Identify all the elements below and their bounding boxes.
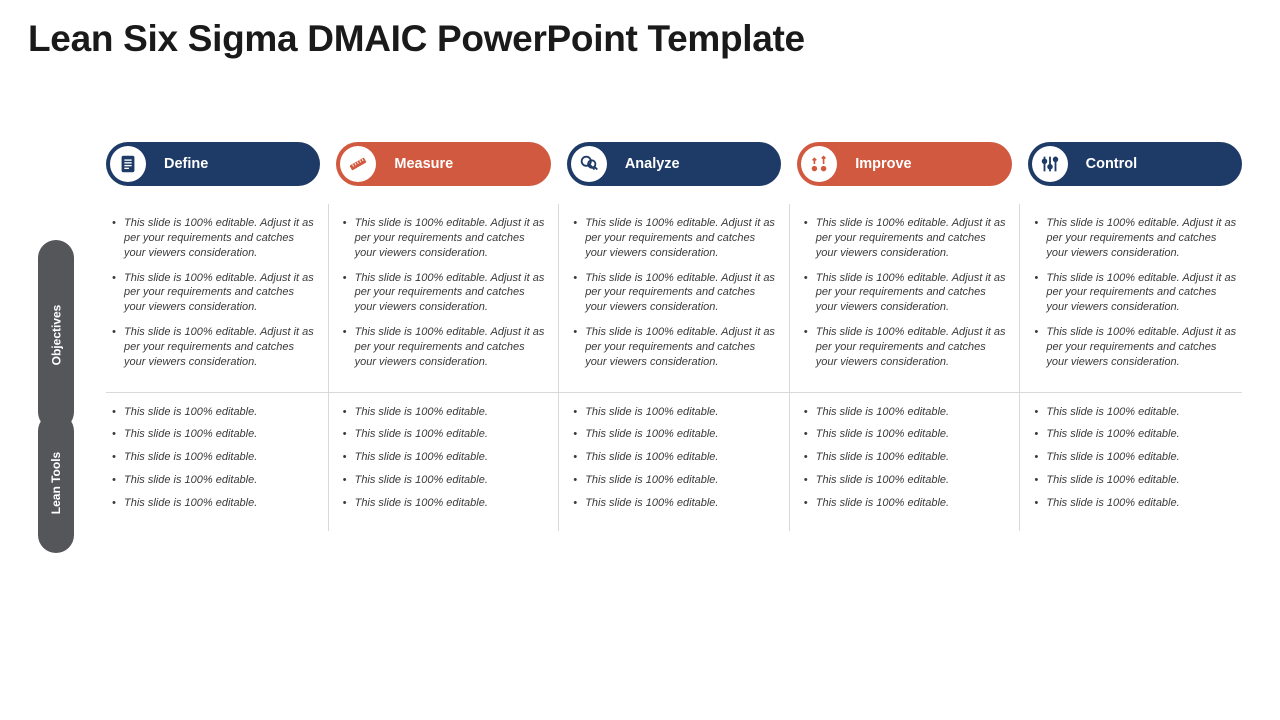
tools-cols: This slide is 100% editable. This slide i…: [98, 393, 1250, 531]
tool-bullet: This slide is 100% editable.: [573, 450, 779, 465]
objective-bullet: This slide is 100% editable. Adjust it a…: [343, 216, 549, 261]
tool-bullet: This slide is 100% editable.: [343, 450, 549, 465]
phase-label: Define: [164, 156, 208, 172]
row-objectives: Objectives This slide is 100% editable. …: [98, 204, 1250, 392]
phase-label: Improve: [855, 156, 911, 172]
phase-pill-improve: Improve: [797, 142, 1011, 186]
objectives-cell: This slide is 100% editable. Adjust it a…: [329, 204, 560, 392]
tool-bullet: This slide is 100% editable.: [1034, 450, 1240, 465]
objective-bullet: This slide is 100% editable. Adjust it a…: [1034, 325, 1240, 370]
tool-bullet: This slide is 100% editable.: [804, 450, 1010, 465]
document-icon: [110, 146, 146, 182]
tool-bullet: This slide is 100% editable.: [343, 427, 549, 442]
tool-bullet: This slide is 100% editable.: [573, 427, 779, 442]
page-title: Lean Six Sigma DMAIC PowerPoint Template: [28, 18, 1252, 60]
phase-label: Measure: [394, 156, 453, 172]
objective-bullet: This slide is 100% editable. Adjust it a…: [1034, 216, 1240, 261]
objectives-cell: This slide is 100% editable. Adjust it a…: [1020, 204, 1250, 392]
objective-bullet: This slide is 100% editable. Adjust it a…: [804, 216, 1010, 261]
phase-pill-control: Control: [1028, 142, 1242, 186]
objective-bullet: This slide is 100% editable. Adjust it a…: [573, 325, 779, 370]
row-lean-tools: Lean Tools This slide is 100% editable.T…: [98, 393, 1250, 531]
tools-cell: This slide is 100% editable. This slide i…: [1020, 393, 1250, 531]
phase-header-row: Define Measure Analyze: [98, 142, 1250, 186]
tools-cell: This slide is 100% editable. This slide i…: [98, 393, 329, 531]
objectives-cell: This slide is 100% editable. Adjust it a…: [790, 204, 1021, 392]
tools-cell: This slide is 100% editable. This slide i…: [329, 393, 560, 531]
tool-bullet: This slide is 100% editable.: [573, 473, 779, 488]
phase-label: Analyze: [625, 156, 680, 172]
tool-bullet: This slide is 100% editable.: [1034, 427, 1240, 442]
row-label-text: Lean Tools: [49, 451, 63, 513]
tools-cell: This slide is 100% editable. This slide i…: [559, 393, 790, 531]
magnifier-icon: [571, 146, 607, 182]
objective-bullet: This slide is 100% editable. Adjust it a…: [343, 325, 549, 370]
tool-bullet: This slide is 100% editable.: [112, 450, 318, 465]
tool-bullet: This slide is 100% editable.: [1034, 496, 1240, 511]
phase-pill-analyze: Analyze: [567, 142, 781, 186]
phase-cell-analyze: Analyze: [559, 142, 789, 186]
phase-cell-improve: Improve: [789, 142, 1019, 186]
objectives-cell: This slide is 100% editable. Adjust it a…: [98, 204, 329, 392]
slide: Lean Six Sigma DMAIC PowerPoint Template…: [0, 0, 1280, 720]
objectives-cell: This slide is 100% editable. Adjust it a…: [559, 204, 790, 392]
ruler-icon: [340, 146, 376, 182]
tool-bullet: This slide is 100% editable.: [112, 473, 318, 488]
objective-bullet: This slide is 100% editable. Adjust it a…: [804, 271, 1010, 316]
phase-cell-control: Control: [1020, 142, 1250, 186]
sliders-icon: [1032, 146, 1068, 182]
phase-pill-define: Define: [106, 142, 320, 186]
objective-bullet: This slide is 100% editable. Adjust it a…: [112, 216, 318, 261]
tools-cell: This slide is 100% editable. This slide i…: [790, 393, 1021, 531]
tool-bullet: This slide is 100% editable.: [112, 427, 318, 442]
tool-bullet: This slide is 100% editable.: [343, 405, 549, 420]
objective-bullet: This slide is 100% editable. Adjust it a…: [112, 325, 318, 370]
tool-bullet: This slide is 100% editable.: [804, 496, 1010, 511]
phase-cell-measure: Measure: [328, 142, 558, 186]
tool-bullet: This slide is 100% editable.: [804, 427, 1010, 442]
tool-bullet: This slide is 100% editable.: [112, 405, 318, 420]
tool-bullet: This slide is 100% editable.: [804, 473, 1010, 488]
objective-bullet: This slide is 100% editable. Adjust it a…: [343, 271, 549, 316]
row-label-text: Objectives: [49, 305, 63, 366]
dmaic-grid: Define Measure Analyze: [98, 142, 1250, 694]
tool-bullet: This slide is 100% editable.: [573, 405, 779, 420]
tool-bullet: This slide is 100% editable.: [804, 405, 1010, 420]
tool-bullet: This slide is 100% editable.: [343, 496, 549, 511]
tool-bullet: This slide is 100% editable.: [573, 496, 779, 511]
tool-bullet: This slide is 100% editable.: [112, 496, 318, 511]
objective-bullet: This slide is 100% editable. Adjust it a…: [1034, 271, 1240, 316]
row-label-objectives: Objectives: [38, 240, 74, 430]
row-label-lean-tools: Lean Tools: [38, 413, 74, 553]
objective-bullet: This slide is 100% editable. Adjust it a…: [804, 325, 1010, 370]
tool-bullet: This slide is 100% editable.: [343, 473, 549, 488]
phase-cell-define: Define: [98, 142, 328, 186]
objective-bullet: This slide is 100% editable. Adjust it a…: [112, 271, 318, 316]
phase-label: Control: [1086, 156, 1138, 172]
gears-up-icon: [801, 146, 837, 182]
objective-bullet: This slide is 100% editable. Adjust it a…: [573, 216, 779, 261]
tool-bullet: This slide is 100% editable.: [1034, 473, 1240, 488]
body-rows: Objectives This slide is 100% editable. …: [98, 204, 1250, 531]
phase-pill-measure: Measure: [336, 142, 550, 186]
objectives-cols: This slide is 100% editable. Adjust it a…: [98, 204, 1250, 392]
objective-bullet: This slide is 100% editable. Adjust it a…: [573, 271, 779, 316]
tool-bullet: This slide is 100% editable.: [1034, 405, 1240, 420]
